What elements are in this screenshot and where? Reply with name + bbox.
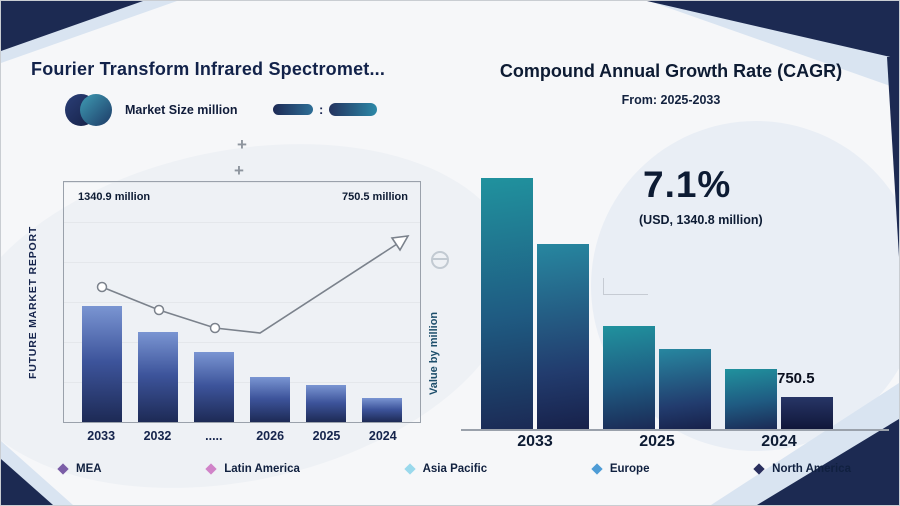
year-tick-label: ..... — [205, 429, 223, 443]
cagr-x-axis: 2033 2025 2024 — [469, 433, 873, 451]
end-value-label: 750.5 million — [341, 191, 408, 203]
start-value-label: 1340.9 million — [78, 191, 151, 203]
year-tick-label: 2033 — [517, 433, 553, 450]
market-size-label: Market Size million — [125, 103, 238, 117]
cagr-chart — [469, 163, 873, 429]
legend-item-latin-america: Latin America — [205, 463, 300, 475]
trend-line-arrow — [96, 235, 410, 334]
legend-item-europe: Europe — [591, 463, 650, 475]
cagr-bar-2033-series-1 — [481, 178, 533, 429]
region-legend: MEA Latin America Asia Pacific Europe North … — [57, 463, 851, 475]
legend-diamond-icon — [753, 463, 765, 475]
year-tick-label: 2026 — [256, 429, 285, 443]
legend-label: Latin America — [224, 463, 300, 475]
plus-mark: + — [234, 161, 244, 180]
value-axis-label: Value by million — [428, 311, 440, 395]
cagr-bar-group-2024 — [725, 369, 833, 429]
value-annotation: 750.5 — [777, 370, 815, 387]
market-size-bar-2033 — [82, 306, 122, 422]
cagr-title: Compound Annual Growth Rate (CAGR) — [499, 61, 843, 81]
year-tick-label: 2033 — [87, 429, 116, 443]
cagr-value: 7.1% — [643, 164, 732, 205]
market-size-sphere-icon — [65, 93, 113, 127]
market-size-bar-2025 — [306, 385, 346, 422]
market-size-bar-2032 — [138, 332, 178, 422]
year-tick-label: 2025 — [312, 429, 341, 443]
pill-icon — [273, 104, 313, 115]
pill-colon: : — [319, 102, 324, 117]
cagr-bar-2025-series-1 — [603, 326, 655, 429]
cagr-bar-2033-series-2 — [537, 244, 589, 429]
cagr-x-axis-line — [461, 429, 889, 431]
cagr-bar-group-2025 — [603, 326, 711, 429]
decorative-bracket — [603, 278, 648, 295]
decorative-pills: : — [273, 102, 378, 117]
legend-label: Europe — [609, 463, 650, 475]
legend-diamond-icon — [205, 463, 217, 475]
market-size-bar-2024 — [362, 398, 402, 422]
legend-label: Asia Pacific — [422, 463, 488, 475]
cagr-subtitle: From: 2025-2033 — [621, 93, 721, 107]
market-size-bar-..... — [194, 352, 234, 422]
year-tick-label: 2024 — [368, 429, 397, 443]
cagr-bar-2024-series-2 — [781, 397, 833, 429]
legend-label: North America — [772, 463, 851, 475]
legend-item-north-america: North America — [753, 463, 851, 475]
market-title: Fourier Transform Infrared Spectromet... — [31, 59, 386, 79]
circle-minus-icon — [431, 251, 449, 269]
legend-diamond-icon — [591, 463, 603, 475]
plus-mark: + — [237, 135, 247, 154]
market-size-legend: Market Size million — [65, 93, 238, 127]
cagr-bar-2025-series-2 — [659, 349, 711, 429]
year-tick-label: 2024 — [761, 433, 797, 450]
cagr-detail: (USD, 1340.8 million) — [639, 213, 763, 227]
cagr-bar-2024-series-1 — [725, 369, 777, 429]
market-size-bar-2026 — [250, 377, 290, 422]
year-tick-label: 2032 — [143, 429, 172, 443]
legend-diamond-icon — [403, 463, 416, 475]
market-size-bars — [64, 182, 420, 422]
legend-label: MEA — [76, 463, 102, 475]
legend-item-asia-pacific: Asia Pacific — [403, 463, 488, 475]
corner-ribbon-top-left — [1, 1, 143, 51]
sphere-right-icon — [80, 94, 112, 126]
cagr-bar-group-2033 — [481, 178, 589, 429]
year-tick-label: 2025 — [639, 433, 675, 450]
legend-item-mea: MEA — [57, 463, 102, 475]
market-size-chart: 1340.9 million 750.5 million — [63, 181, 421, 423]
market-size-x-axis: 2033 2032..... 2026 2025 2024 — [63, 429, 421, 443]
pill-icon — [329, 103, 378, 116]
legend-diamond-icon — [57, 463, 69, 475]
future-market-report-label: FUTURE MARKET REPORT — [27, 225, 39, 379]
